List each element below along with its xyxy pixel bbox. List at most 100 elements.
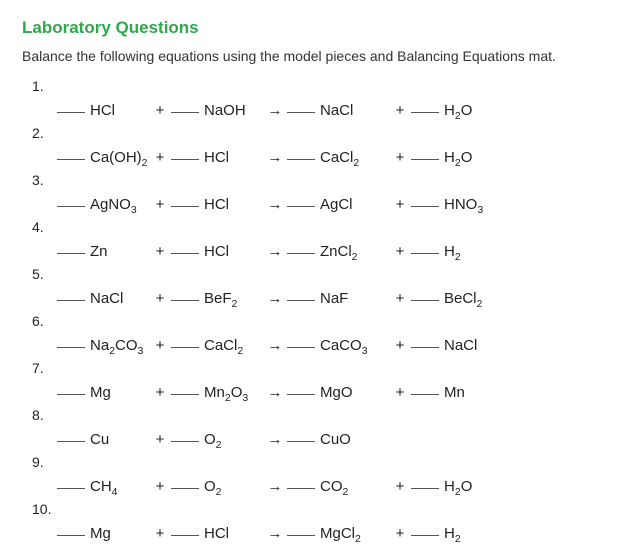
product-1: MgO — [320, 384, 382, 401]
coefficient-blank[interactable] — [287, 286, 315, 301]
coefficient-blank[interactable] — [171, 145, 199, 160]
coefficient-blank[interactable] — [287, 333, 315, 348]
arrow-symbol: → — [266, 290, 284, 307]
equation-line: Zn+HCl→ZnCl2+H2 — [54, 241, 486, 260]
coefficient-blank[interactable] — [287, 474, 315, 489]
equation-row: 8.Cu+O2→CuO — [32, 407, 602, 454]
equations-list: 1.HCl+NaOH→NaCl+H2O2.Ca(OH)2+HCl→CaCl2+H… — [32, 78, 602, 548]
coefficient-blank[interactable] — [171, 98, 199, 113]
coefficient-blank[interactable] — [171, 380, 199, 395]
equation-line: Na2CO3+CaCl2→CaCO3+NaCl — [54, 335, 486, 354]
arrow-symbol: → — [266, 102, 284, 119]
equation-row: 9.CH4+O2→CO2+H2O — [32, 454, 602, 501]
reactant-2: HCl — [204, 196, 266, 213]
product-1: CaCO3 — [320, 337, 382, 354]
coefficient-blank[interactable] — [287, 427, 315, 442]
reactant-2: HCl — [204, 243, 266, 260]
reactant-2: HCl — [204, 149, 266, 166]
coefficient-blank[interactable] — [57, 521, 85, 536]
coefficient-blank[interactable] — [411, 286, 439, 301]
coefficient-blank[interactable] — [287, 239, 315, 254]
coefficient-blank[interactable] — [171, 427, 199, 442]
product-2: H2O — [444, 149, 486, 166]
coefficient-blank[interactable] — [411, 474, 439, 489]
coefficient-blank[interactable] — [287, 380, 315, 395]
coefficient-blank[interactable] — [57, 380, 85, 395]
instructions-text: Balance the following equations using th… — [22, 48, 602, 64]
coefficient-blank[interactable] — [57, 239, 85, 254]
plus-symbol: + — [152, 196, 168, 213]
coefficient-blank[interactable] — [411, 192, 439, 207]
product-1: CaCl2 — [320, 149, 382, 166]
product-1: NaF — [320, 290, 382, 307]
coefficient-blank[interactable] — [57, 333, 85, 348]
coefficient-blank[interactable] — [171, 333, 199, 348]
product-2: BeCl2 — [444, 290, 486, 307]
product-1: CO2 — [320, 478, 382, 495]
equation-number: 3. — [32, 172, 44, 188]
coefficient-blank[interactable] — [411, 98, 439, 113]
plus-symbol: + — [152, 243, 168, 260]
equation-number: 9. — [32, 454, 44, 470]
equation-row: 6.Na2CO3+CaCl2→CaCO3+NaCl — [32, 313, 602, 360]
coefficient-blank[interactable] — [287, 521, 315, 536]
equation-number: 8. — [32, 407, 44, 423]
coefficient-blank[interactable] — [57, 474, 85, 489]
product-1: ZnCl2 — [320, 243, 382, 260]
coefficient-blank[interactable] — [57, 427, 85, 442]
equation-line: Cu+O2→CuO — [54, 429, 382, 448]
product-1: NaCl — [320, 102, 382, 119]
equation-number: 10. — [32, 501, 51, 517]
coefficient-blank[interactable] — [287, 145, 315, 160]
coefficient-blank[interactable] — [411, 145, 439, 160]
arrow-symbol: → — [266, 243, 284, 260]
reactant-1: CH4 — [90, 478, 152, 495]
arrow-symbol: → — [266, 525, 284, 542]
arrow-symbol: → — [266, 337, 284, 354]
coefficient-blank[interactable] — [411, 380, 439, 395]
coefficient-blank[interactable] — [287, 98, 315, 113]
reactant-1: Na2CO3 — [90, 337, 152, 354]
plus-symbol: + — [392, 149, 408, 166]
equation-number: 2. — [32, 125, 44, 141]
equation-number: 7. — [32, 360, 44, 376]
coefficient-blank[interactable] — [411, 521, 439, 536]
coefficient-blank[interactable] — [57, 145, 85, 160]
coefficient-blank[interactable] — [171, 521, 199, 536]
reactant-2: O2 — [204, 478, 266, 495]
coefficient-blank[interactable] — [171, 286, 199, 301]
plus-symbol: + — [392, 337, 408, 354]
coefficient-blank[interactable] — [411, 239, 439, 254]
arrow-symbol: → — [266, 431, 284, 448]
equation-row: 2.Ca(OH)2+HCl→CaCl2+H2O — [32, 125, 602, 172]
equation-line: CH4+O2→CO2+H2O — [54, 476, 486, 495]
plus-symbol: + — [152, 478, 168, 495]
product-1: MgCl2 — [320, 525, 382, 542]
plus-symbol: + — [152, 290, 168, 307]
reactant-2: Mn2O3 — [204, 384, 266, 401]
equation-line: Mg+Mn2O3→MgO+Mn — [54, 382, 486, 401]
coefficient-blank[interactable] — [171, 474, 199, 489]
coefficient-blank[interactable] — [411, 333, 439, 348]
reactant-1: NaCl — [90, 290, 152, 307]
equation-row: 5.NaCl+BeF2→NaF+BeCl2 — [32, 266, 602, 313]
reactant-1: Cu — [90, 431, 152, 448]
equation-number: 6. — [32, 313, 44, 329]
coefficient-blank[interactable] — [171, 192, 199, 207]
equation-line: NaCl+BeF2→NaF+BeCl2 — [54, 288, 486, 307]
coefficient-blank[interactable] — [171, 239, 199, 254]
coefficient-blank[interactable] — [57, 286, 85, 301]
plus-symbol: + — [392, 102, 408, 119]
product-2: H2O — [444, 102, 486, 119]
plus-symbol: + — [152, 525, 168, 542]
product-1: CuO — [320, 431, 382, 448]
arrow-symbol: → — [266, 384, 284, 401]
plus-symbol: + — [152, 102, 168, 119]
coefficient-blank[interactable] — [57, 192, 85, 207]
arrow-symbol: → — [266, 196, 284, 213]
coefficient-blank[interactable] — [287, 192, 315, 207]
plus-symbol: + — [392, 196, 408, 213]
coefficient-blank[interactable] — [57, 98, 85, 113]
equation-line: Mg+HCl→MgCl2+H2 — [54, 523, 486, 542]
reactant-1: Mg — [90, 384, 152, 401]
